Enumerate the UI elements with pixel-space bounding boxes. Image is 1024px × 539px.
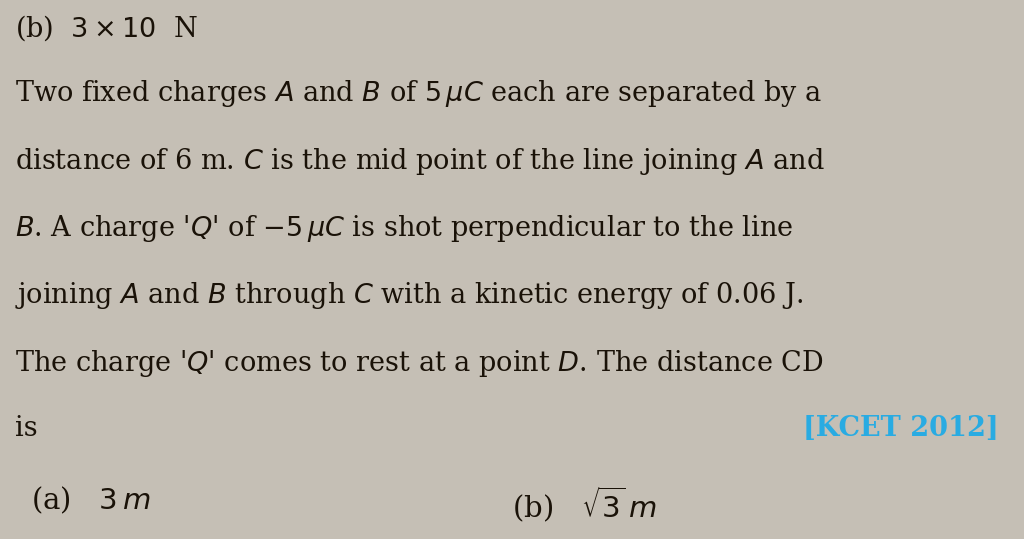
Text: Two fixed charges $A$ and $B$ of $5\,\mu C$ each are separated by a: Two fixed charges $A$ and $B$ of $5\,\mu… — [15, 78, 822, 109]
Text: $B$. A charge '$Q$' of $-5\,\mu C$ is shot perpendicular to the line: $B$. A charge '$Q$' of $-5\,\mu C$ is sh… — [15, 213, 794, 244]
Text: joining $A$ and $B$ through $C$ with a kinetic energy of 0.06 J.: joining $A$ and $B$ through $C$ with a k… — [15, 280, 804, 312]
Text: is: is — [15, 415, 38, 442]
Text: (b)  $3\times10$  N: (b) $3\times10$ N — [15, 13, 198, 43]
Text: (b)   $\sqrt{3}\,m$: (b) $\sqrt{3}\,m$ — [512, 485, 657, 525]
Text: distance of 6 m. $C$ is the mid point of the line joining $A$ and: distance of 6 m. $C$ is the mid point of… — [15, 146, 825, 177]
Text: The charge '$Q$' comes to rest at a point $D$. The distance CD: The charge '$Q$' comes to rest at a poin… — [15, 348, 824, 379]
Text: [KCET 2012]: [KCET 2012] — [803, 415, 998, 442]
Text: (a)   $3\,m$: (a) $3\,m$ — [31, 485, 151, 516]
